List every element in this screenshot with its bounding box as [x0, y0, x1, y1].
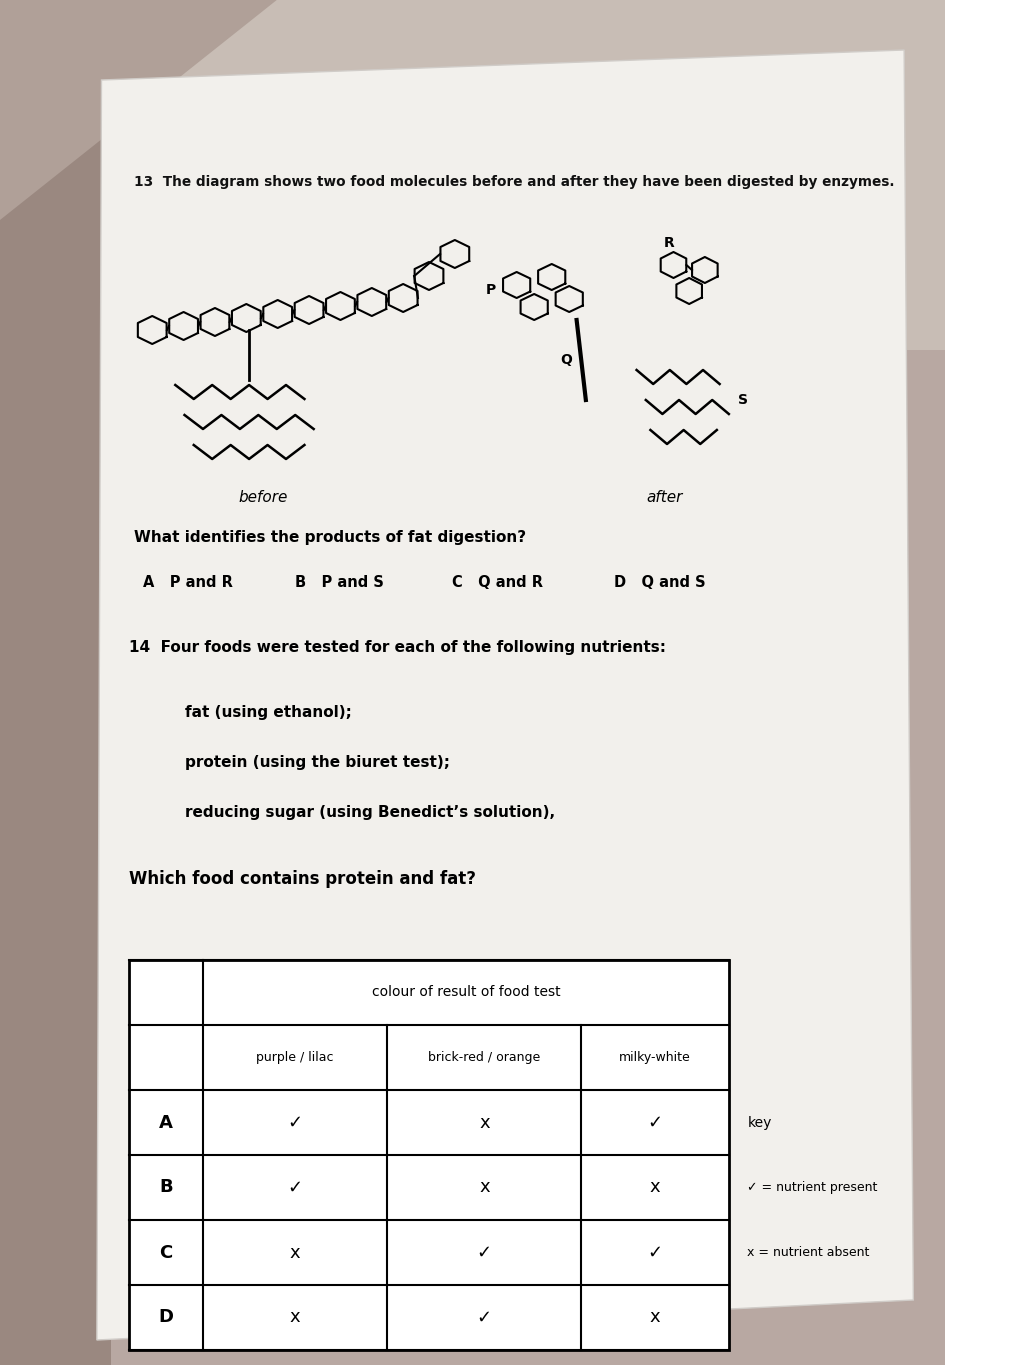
Text: protein (using the biuret test);: protein (using the biuret test); [184, 755, 450, 770]
Polygon shape [0, 0, 276, 220]
Text: x: x [649, 1178, 660, 1197]
Text: 14  Four foods were tested for each of the following nutrients:: 14 Four foods were tested for each of th… [129, 640, 667, 655]
Text: ✓: ✓ [477, 1244, 492, 1261]
Text: A: A [159, 1114, 173, 1132]
Text: 13  The diagram shows two food molecules before and after they have been digeste: 13 The diagram shows two food molecules … [134, 175, 894, 188]
Text: C: C [160, 1244, 173, 1261]
Text: ✓: ✓ [477, 1309, 492, 1327]
Text: A   P and R: A P and R [143, 575, 232, 590]
Text: ✓: ✓ [288, 1114, 303, 1132]
Text: milky-white: milky-white [620, 1051, 691, 1063]
Text: x: x [479, 1114, 489, 1132]
Polygon shape [97, 51, 913, 1340]
Text: fat (using ethanol);: fat (using ethanol); [184, 704, 351, 719]
Text: x: x [290, 1244, 300, 1261]
Text: D: D [159, 1309, 173, 1327]
Text: x: x [290, 1309, 300, 1327]
Text: ✓: ✓ [647, 1244, 663, 1261]
Text: R: R [664, 236, 674, 250]
Text: C   Q and R: C Q and R [452, 575, 543, 590]
Polygon shape [0, 349, 945, 1365]
Text: D   Q and S: D Q and S [613, 575, 706, 590]
Text: ✓: ✓ [647, 1114, 663, 1132]
Text: S: S [738, 393, 749, 407]
Text: purple / lilac: purple / lilac [256, 1051, 334, 1063]
Text: B: B [160, 1178, 173, 1197]
Text: reducing sugar (using Benedict’s solution),: reducing sugar (using Benedict’s solutio… [184, 805, 555, 820]
Polygon shape [0, 0, 945, 349]
Text: ✓: ✓ [288, 1178, 303, 1197]
Text: x: x [479, 1178, 489, 1197]
Polygon shape [0, 0, 111, 1365]
Text: What identifies the products of fat digestion?: What identifies the products of fat dige… [134, 530, 526, 545]
Text: after: after [646, 490, 682, 505]
Text: ✓ = nutrient present: ✓ = nutrient present [748, 1181, 878, 1194]
Text: brick-red / orange: brick-red / orange [428, 1051, 541, 1063]
Text: before: before [239, 490, 288, 505]
Text: P: P [486, 283, 497, 298]
Text: x = nutrient absent: x = nutrient absent [748, 1246, 869, 1259]
Text: x: x [649, 1309, 660, 1327]
Text: key: key [748, 1115, 772, 1129]
Bar [129, 960, 729, 1350]
Text: colour of result of food test: colour of result of food test [372, 986, 560, 999]
Text: B   P and S: B P and S [295, 575, 384, 590]
Text: Which food contains protein and fat?: Which food contains protein and fat? [129, 870, 476, 889]
Text: Q: Q [560, 354, 572, 367]
